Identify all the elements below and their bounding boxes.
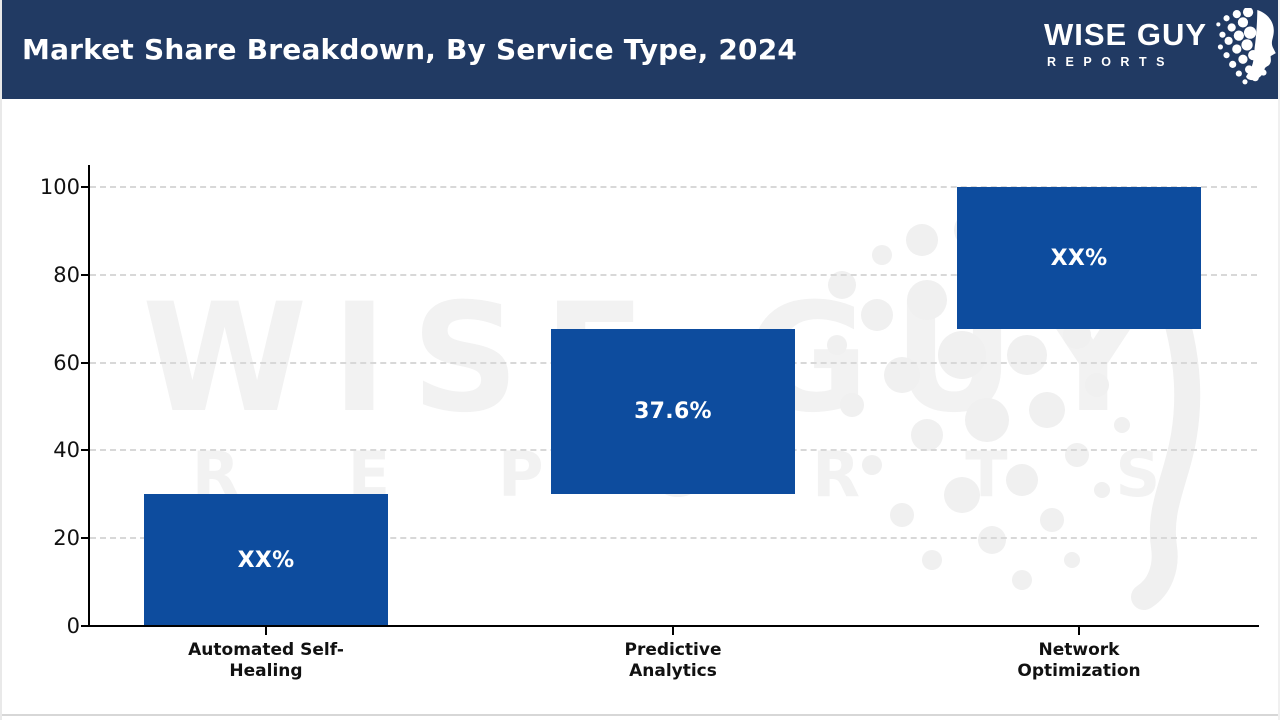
y-tick-mark-100 (81, 186, 88, 188)
wiseguy-head-icon (1216, 8, 1276, 85)
bar-automated-self-healing: XX% (144, 494, 388, 626)
x-category-label-automated-self-healing: Automated Self- Healing (116, 640, 416, 682)
x-axis-line (88, 625, 1259, 627)
bar-value-label: 37.6% (634, 399, 712, 425)
bar-value-label: XX% (237, 547, 295, 573)
y-tick-label-60: 60 (53, 350, 80, 375)
bottom-divider (2, 714, 1278, 716)
y-tick-mark-20 (81, 537, 88, 540)
x-tick-mark-predictive-analytics (672, 627, 674, 635)
y-tick-label-0: 0 (66, 614, 80, 638)
category-label-line: Automated Self- (188, 640, 344, 660)
category-label-line: Predictive (624, 640, 722, 660)
x-tick-mark-automated-self-healing (265, 627, 267, 635)
bar-network-optimization: XX% (957, 187, 1201, 330)
y-tick-mark-80 (81, 273, 88, 276)
gridline-y-100 (90, 186, 1257, 188)
y-tick-mark-40 (81, 449, 88, 452)
chart-title: Market Share Breakdown, By Service Type,… (22, 33, 798, 66)
bar-value-label: XX% (1050, 245, 1108, 271)
y-tick-label-40: 40 (53, 438, 80, 463)
category-label-line: Optimization (1017, 661, 1141, 681)
y-tick-label-100: 100 (39, 175, 80, 199)
x-tick-mark-network-optimization (1078, 627, 1080, 635)
x-category-label-predictive-analytics: Predictive Analytics (523, 640, 823, 682)
category-label-line: Analytics (629, 661, 717, 681)
category-label-line: Network (1038, 640, 1120, 660)
y-tick-label-20: 20 (53, 526, 80, 551)
gridline-y-20 (90, 537, 1257, 540)
bar-predictive-analytics: 37.6% (551, 329, 795, 495)
wiseguy-logo: WISE GUY REPORTS (1044, 8, 1276, 96)
logo-tagline-text: REPORTS (1047, 55, 1174, 69)
y-tick-mark-0 (81, 625, 88, 627)
header-band: Market Share Breakdown, By Service Type,… (2, 0, 1278, 99)
y-axis-line (88, 165, 90, 627)
y-tick-label-80: 80 (53, 262, 80, 287)
y-tick-mark-60 (81, 361, 88, 364)
x-category-label-network-optimization: Network Optimization (929, 640, 1229, 682)
logo-name-text: WISE GUY (1044, 17, 1208, 52)
category-label-line: Healing (229, 661, 303, 681)
gridline-y-80 (90, 273, 1257, 276)
